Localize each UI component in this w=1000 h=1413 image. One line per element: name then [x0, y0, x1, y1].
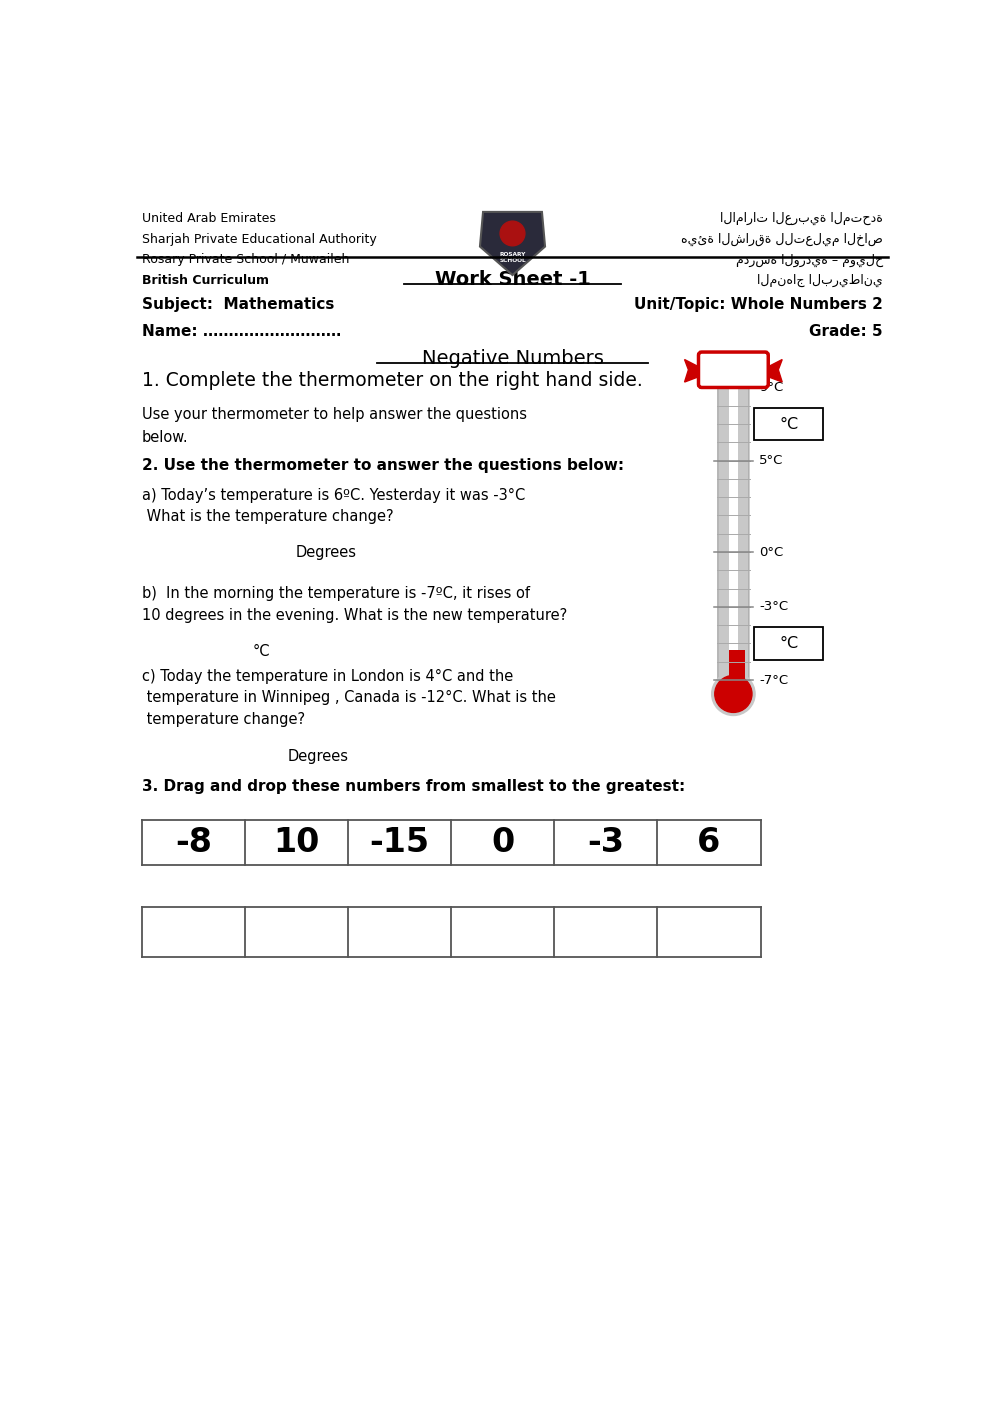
Text: -3°C: -3°C [759, 601, 788, 613]
Text: Grade: 5: Grade: 5 [809, 325, 883, 339]
Text: What is the temperature change?: What is the temperature change? [142, 509, 394, 524]
FancyBboxPatch shape [754, 627, 823, 660]
Polygon shape [480, 212, 545, 276]
Bar [731, 387, 738, 678]
Text: Name: ………………………: Name: ……………………… [142, 325, 341, 339]
Text: Subject:  Mathematics: Subject: Mathematics [142, 297, 334, 312]
Text: 6: 6 [697, 827, 721, 859]
Text: 2. Use the thermometer to answer the questions below:: 2. Use the thermometer to answer the que… [142, 458, 624, 473]
Text: Rosary Private School / Muwaileh: Rosary Private School / Muwaileh [142, 253, 349, 267]
Text: 0: 0 [491, 827, 514, 859]
Circle shape [500, 222, 525, 246]
Circle shape [712, 673, 755, 715]
Text: below.: below. [142, 430, 189, 445]
FancyBboxPatch shape [718, 383, 749, 684]
Polygon shape [685, 359, 702, 382]
Text: ROSARY
SCHOOL: ROSARY SCHOOL [499, 252, 526, 263]
Text: °C: °C [253, 644, 270, 658]
Text: British Curriculum: British Curriculum [142, 274, 269, 287]
Text: temperature in Winnipeg , Canada is -12°C. What is the: temperature in Winnipeg , Canada is -12°… [142, 690, 556, 705]
Text: °C: °C [779, 636, 798, 651]
Text: 10: 10 [273, 827, 320, 859]
Text: -15: -15 [370, 827, 430, 859]
Text: Degrees: Degrees [288, 749, 349, 764]
Text: الامارات العربية المتحدة: الامارات العربية المتحدة [720, 212, 883, 225]
Text: Degrees: Degrees [296, 545, 356, 561]
Text: °C: °C [779, 417, 798, 431]
Text: c) Today the temperature in London is 4°C and the: c) Today the temperature in London is 4°… [142, 668, 513, 684]
Text: 3. Drag and drop these numbers from smallest to the greatest:: 3. Drag and drop these numbers from smal… [142, 779, 685, 794]
Text: a) Today’s temperature is 6ºC. Yesterday it was -3°C: a) Today’s temperature is 6ºC. Yesterday… [142, 487, 525, 503]
Text: Negative Numbers: Negative Numbers [422, 349, 603, 367]
FancyBboxPatch shape [754, 408, 823, 441]
Text: Use your thermometer to help answer the questions: Use your thermometer to help answer the … [142, 407, 527, 421]
Text: مدرسة الوردية – مويلح: مدرسة الوردية – مويلح [736, 253, 883, 267]
Text: 9°C: 9°C [759, 382, 783, 394]
Text: United Arab Emirates: United Arab Emirates [142, 212, 276, 225]
Text: -7°C: -7°C [759, 674, 788, 687]
Text: 0°C: 0°C [759, 545, 783, 558]
Text: هيئة الشارقة للتعليم الخاص: هيئة الشارقة للتعليم الخاص [681, 233, 883, 246]
Circle shape [715, 675, 752, 712]
Text: -3: -3 [587, 827, 624, 859]
Text: Sharjah Private Educational Authority: Sharjah Private Educational Authority [142, 233, 377, 246]
Bar [729, 650, 745, 681]
Text: Work Sheet -1: Work Sheet -1 [435, 270, 590, 290]
Text: temperature change?: temperature change? [142, 712, 305, 726]
Text: 5°C: 5°C [759, 454, 783, 468]
Text: 10 degrees in the evening. What is the new temperature?: 10 degrees in the evening. What is the n… [142, 608, 567, 623]
Text: المنهاج البريطاني: المنهاج البريطاني [757, 274, 883, 287]
Text: b)  In the morning the temperature is -7ºC, it rises of: b) In the morning the temperature is -7º… [142, 586, 530, 601]
FancyBboxPatch shape [698, 352, 768, 387]
Polygon shape [765, 359, 782, 382]
Text: -8: -8 [175, 827, 212, 859]
Bar [729, 387, 736, 678]
Text: Unit/Topic: Whole Numbers 2: Unit/Topic: Whole Numbers 2 [634, 297, 883, 312]
Text: 1. Complete the thermometer on the right hand side.: 1. Complete the thermometer on the right… [142, 370, 643, 390]
